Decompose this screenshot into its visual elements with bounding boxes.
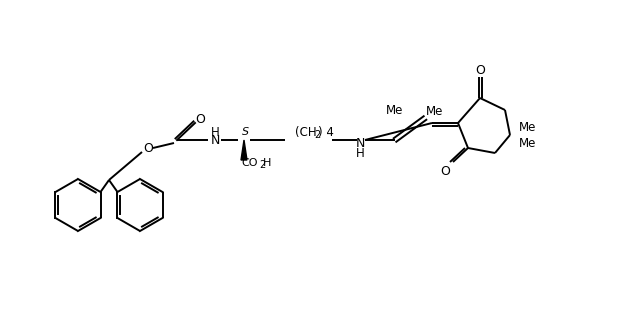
Text: ) 4: ) 4: [318, 126, 334, 139]
Text: N: N: [355, 137, 364, 150]
Text: Me: Me: [519, 137, 537, 150]
Text: H: H: [211, 126, 219, 139]
Text: (CH: (CH: [295, 126, 317, 139]
Text: S: S: [242, 127, 249, 137]
Text: CO: CO: [242, 158, 258, 168]
Text: O: O: [440, 164, 450, 178]
Text: H: H: [356, 147, 364, 160]
Text: H: H: [262, 158, 271, 168]
Text: O: O: [143, 141, 153, 154]
Text: 2: 2: [314, 130, 320, 140]
Polygon shape: [241, 140, 247, 160]
Text: Me: Me: [426, 105, 444, 118]
Text: O: O: [195, 112, 205, 126]
Text: 2: 2: [259, 160, 265, 170]
Text: N: N: [210, 133, 220, 147]
Text: Me: Me: [386, 103, 404, 117]
Text: Me: Me: [519, 120, 537, 133]
Text: O: O: [475, 64, 485, 77]
